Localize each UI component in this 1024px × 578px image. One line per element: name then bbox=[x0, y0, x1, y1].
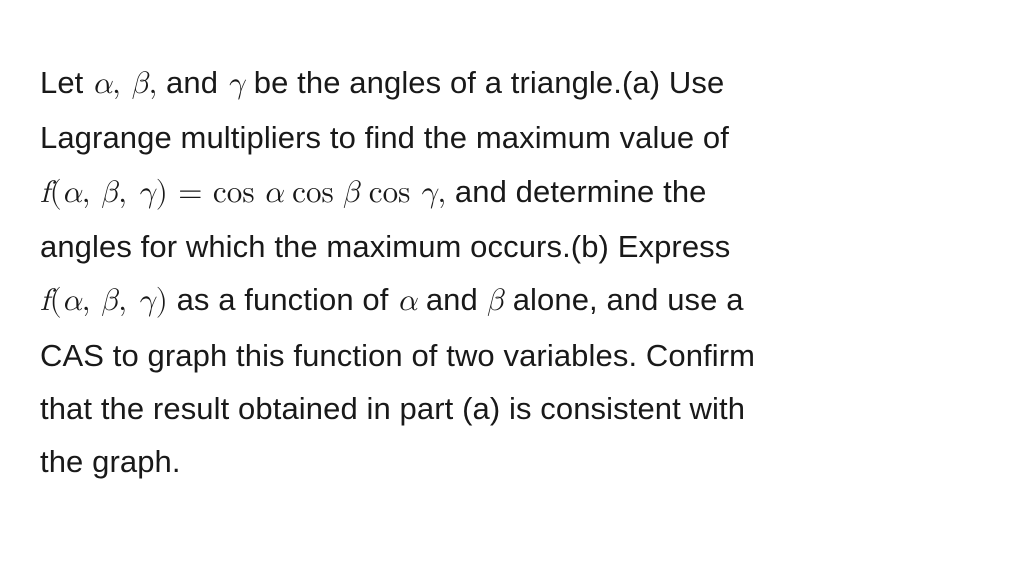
symbol-gamma: γ bbox=[137, 286, 155, 317]
symbol-alpha: α bbox=[397, 286, 417, 317]
comma: , bbox=[112, 69, 131, 100]
comma: , bbox=[82, 178, 101, 209]
paren-close: ) bbox=[156, 286, 168, 317]
cos-2: cos bbox=[292, 178, 334, 209]
comma: , bbox=[437, 178, 446, 209]
symbol-beta: β bbox=[101, 178, 118, 209]
text-alone: alone, and use a bbox=[504, 282, 744, 317]
cos-1: cos bbox=[213, 178, 255, 209]
text-cas: CAS to graph this function of two variab… bbox=[40, 338, 755, 373]
symbol-alpha: α bbox=[62, 286, 82, 317]
text-angles: angles for which the maximum occurs. bbox=[40, 229, 571, 264]
symbol-alpha: α bbox=[92, 69, 112, 100]
line-1: Let α, β, and γ be the angles of a trian… bbox=[40, 56, 984, 111]
equals: = bbox=[168, 178, 213, 209]
symbol-beta: β bbox=[343, 178, 360, 209]
symbol-gamma: γ bbox=[419, 178, 437, 209]
symbol-gamma: γ bbox=[137, 178, 155, 209]
text-graph: the graph. bbox=[40, 444, 181, 479]
comma: , bbox=[118, 286, 137, 317]
line-3: f(α, β, γ) = cos α cos β cos γ, and dete… bbox=[40, 165, 984, 220]
line-6: CAS to graph this function of two variab… bbox=[40, 329, 984, 382]
cos-3: cos bbox=[369, 178, 411, 209]
line-7: that the result obtained in part (a) is … bbox=[40, 382, 984, 435]
symbol-alpha: α bbox=[62, 178, 82, 209]
line-5: f(α, β, γ) as a function of α and β alon… bbox=[40, 273, 984, 328]
part-b-label: (b) Express bbox=[571, 229, 731, 264]
line-2: Lagrange multipliers to find the maximum… bbox=[40, 111, 984, 164]
text-intro-post: be the angles of a triangle. bbox=[245, 65, 622, 100]
text-let: Let bbox=[40, 65, 92, 100]
fn-f: f bbox=[40, 286, 50, 317]
line-8: the graph. bbox=[40, 435, 984, 488]
fn-f: f bbox=[40, 178, 50, 209]
comma: , bbox=[82, 286, 101, 317]
symbol-beta: β bbox=[101, 286, 118, 317]
comma: , bbox=[118, 178, 137, 209]
symbol-beta: β bbox=[487, 286, 504, 317]
symbol-gamma: γ bbox=[227, 69, 245, 100]
text-as-fn: as a function of bbox=[168, 282, 397, 317]
text-result: that the result obtained in part (a) is … bbox=[40, 391, 745, 426]
text-and-2: and bbox=[417, 282, 486, 317]
text-lagrange: Lagrange multipliers to find the maximum… bbox=[40, 120, 729, 155]
line-4: angles for which the maximum occurs.(b) … bbox=[40, 220, 984, 273]
symbol-alpha: α bbox=[263, 178, 283, 209]
paren-open: ( bbox=[50, 178, 62, 209]
problem-text: Let α, β, and γ be the angles of a trian… bbox=[0, 0, 1024, 578]
part-a-label: (a) Use bbox=[622, 65, 724, 100]
paren-close: ) bbox=[156, 178, 168, 209]
text-determine: and determine the bbox=[446, 174, 706, 209]
paren-open: ( bbox=[50, 286, 62, 317]
text-and: and bbox=[157, 65, 226, 100]
symbol-beta: β bbox=[131, 69, 148, 100]
